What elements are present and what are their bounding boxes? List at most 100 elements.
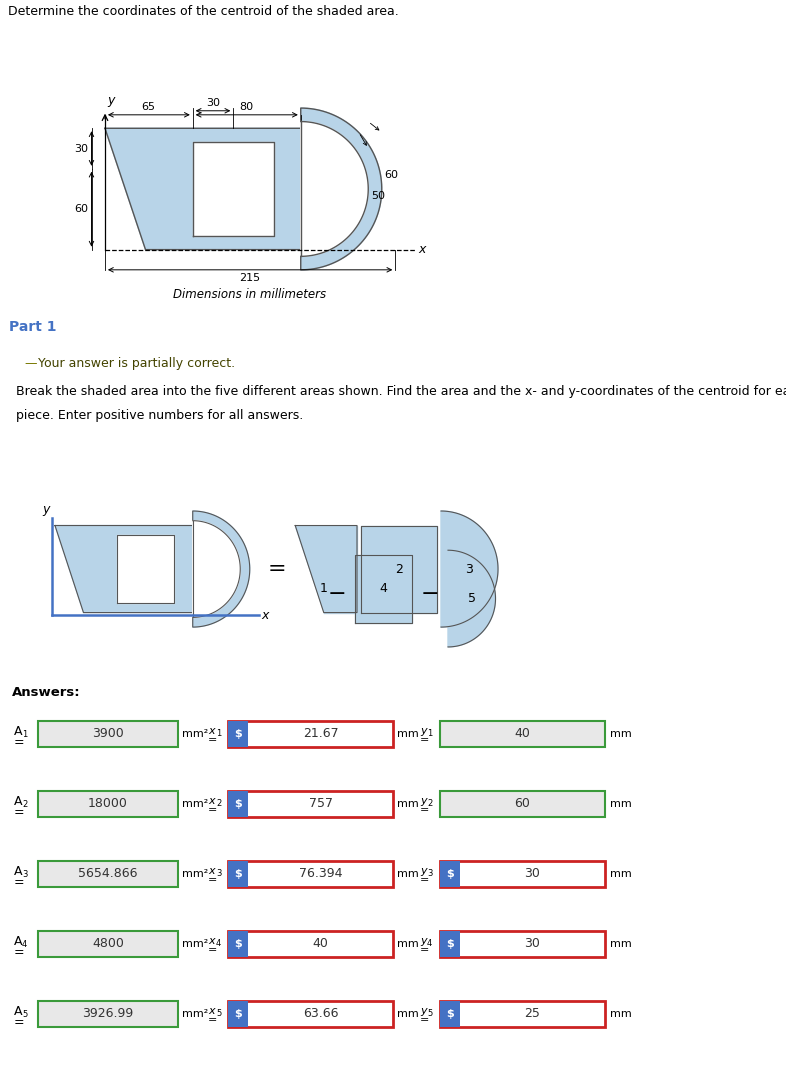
Text: Answers:: Answers: [12, 685, 81, 698]
Text: mm: mm [397, 939, 419, 949]
Text: 25: 25 [524, 1008, 541, 1021]
Polygon shape [193, 520, 241, 618]
Polygon shape [441, 512, 498, 627]
FancyBboxPatch shape [228, 721, 393, 747]
Text: 5: 5 [216, 1010, 221, 1019]
Text: x: x [418, 243, 425, 256]
Polygon shape [105, 109, 382, 269]
Text: A: A [14, 1006, 23, 1019]
Text: 30: 30 [524, 937, 541, 950]
FancyBboxPatch shape [228, 791, 248, 817]
Text: A: A [14, 795, 23, 808]
Text: mm: mm [610, 799, 632, 809]
Text: $: $ [234, 799, 242, 809]
FancyBboxPatch shape [228, 1001, 393, 1027]
Text: 4: 4 [427, 939, 432, 948]
Text: 3: 3 [427, 870, 432, 879]
Text: 3926.99: 3926.99 [83, 1008, 134, 1021]
Text: y: y [420, 936, 427, 946]
Text: =: = [208, 875, 218, 885]
FancyBboxPatch shape [228, 1001, 248, 1027]
Text: 2: 2 [22, 800, 28, 809]
Text: mm: mm [610, 939, 632, 949]
Text: 21.67: 21.67 [303, 728, 338, 741]
Text: =: = [268, 559, 287, 579]
Polygon shape [193, 142, 274, 236]
Text: $: $ [446, 869, 454, 879]
FancyBboxPatch shape [440, 931, 460, 957]
Text: Part 1: Part 1 [9, 320, 57, 334]
Text: x: x [208, 936, 215, 946]
Text: mm: mm [397, 799, 419, 809]
Text: 50: 50 [371, 191, 385, 201]
Text: 30: 30 [75, 143, 89, 153]
Text: 1: 1 [216, 730, 221, 738]
Text: 2: 2 [216, 799, 221, 808]
Text: 80: 80 [240, 102, 254, 112]
FancyBboxPatch shape [440, 721, 605, 747]
FancyBboxPatch shape [440, 791, 605, 817]
Text: $: $ [446, 939, 454, 949]
Polygon shape [117, 535, 174, 603]
Text: 757: 757 [308, 797, 332, 810]
Text: =: = [14, 806, 24, 819]
FancyBboxPatch shape [228, 931, 393, 957]
Text: $: $ [234, 729, 242, 738]
FancyBboxPatch shape [228, 861, 393, 887]
Text: 3: 3 [465, 563, 473, 576]
Text: Your answer is partially correct.: Your answer is partially correct. [39, 356, 236, 369]
Text: =: = [208, 945, 218, 955]
Text: 40: 40 [515, 728, 531, 741]
Text: 4800: 4800 [92, 937, 124, 950]
Text: =: = [420, 1015, 429, 1025]
Text: =: = [420, 875, 429, 885]
Text: A: A [14, 935, 23, 948]
Text: A: A [14, 866, 23, 879]
Text: $: $ [234, 869, 242, 879]
Text: 3900: 3900 [92, 728, 124, 741]
Text: y: y [420, 866, 427, 876]
Text: piece. Enter positive numbers for all answers.: piece. Enter positive numbers for all an… [16, 409, 303, 422]
FancyBboxPatch shape [228, 931, 248, 957]
Polygon shape [296, 526, 357, 613]
Text: mm: mm [610, 869, 632, 879]
Text: 5: 5 [468, 592, 476, 605]
Text: 5: 5 [22, 1010, 28, 1020]
Text: 65: 65 [141, 102, 155, 112]
Text: mm²: mm² [182, 799, 208, 809]
Text: mm²: mm² [182, 1009, 208, 1019]
Text: =: = [208, 1015, 218, 1025]
Text: =: = [14, 876, 24, 889]
Text: —: — [25, 356, 37, 369]
Text: x: x [208, 1006, 215, 1016]
Text: 5654.866: 5654.866 [79, 868, 138, 881]
FancyBboxPatch shape [228, 861, 248, 887]
Text: 60: 60 [515, 797, 531, 810]
FancyBboxPatch shape [228, 791, 393, 817]
Polygon shape [448, 551, 495, 647]
FancyBboxPatch shape [440, 1001, 605, 1027]
Text: 3: 3 [22, 870, 28, 880]
Polygon shape [301, 122, 368, 256]
Text: =: = [420, 945, 429, 955]
Text: =: = [14, 946, 24, 959]
Text: $: $ [234, 1009, 242, 1019]
FancyBboxPatch shape [440, 1001, 460, 1027]
Text: x: x [208, 866, 215, 876]
Text: y: y [420, 725, 427, 736]
Text: x: x [261, 609, 269, 622]
FancyBboxPatch shape [38, 1001, 178, 1027]
FancyBboxPatch shape [38, 931, 178, 957]
Text: 60: 60 [384, 171, 399, 180]
Text: =: = [208, 805, 218, 814]
Text: 1: 1 [320, 582, 328, 595]
Text: x: x [208, 725, 215, 736]
Text: =: = [208, 735, 218, 745]
Text: mm²: mm² [182, 869, 208, 879]
Text: y: y [107, 93, 115, 106]
Text: 2: 2 [395, 563, 403, 576]
Text: Dimensions in millimeters: Dimensions in millimeters [173, 288, 326, 301]
Text: mm: mm [397, 729, 419, 738]
Text: 4: 4 [380, 582, 387, 595]
Text: $: $ [446, 1009, 454, 1019]
